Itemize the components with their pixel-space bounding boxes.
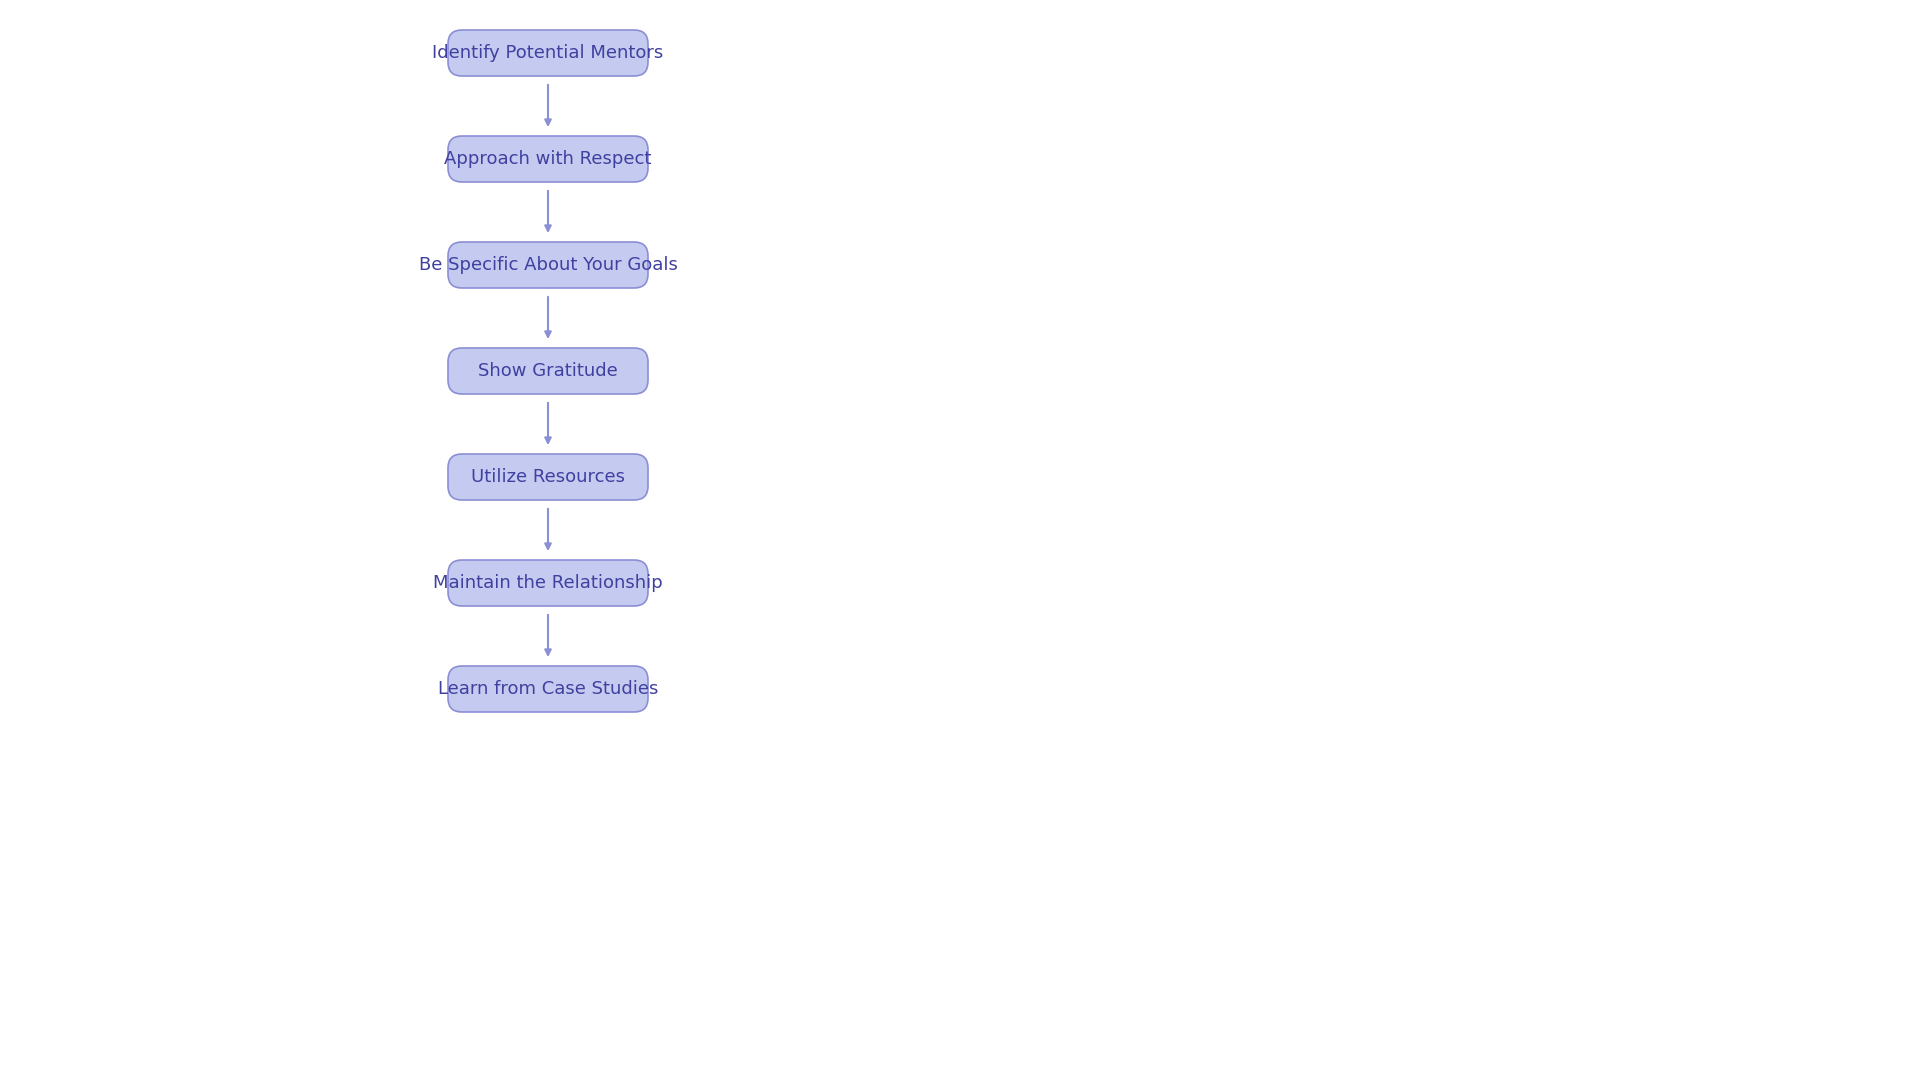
FancyBboxPatch shape — [447, 30, 649, 76]
FancyBboxPatch shape — [447, 560, 649, 606]
Text: Be Specific About Your Goals: Be Specific About Your Goals — [419, 256, 678, 274]
FancyBboxPatch shape — [447, 454, 649, 500]
Text: Maintain the Relationship: Maintain the Relationship — [434, 574, 662, 592]
FancyBboxPatch shape — [447, 242, 649, 288]
FancyBboxPatch shape — [447, 136, 649, 182]
Text: Approach with Respect: Approach with Respect — [444, 151, 651, 168]
Text: Learn from Case Studies: Learn from Case Studies — [438, 680, 659, 699]
FancyBboxPatch shape — [447, 666, 649, 712]
FancyBboxPatch shape — [447, 348, 649, 394]
Text: Utilize Resources: Utilize Resources — [470, 468, 626, 486]
Text: Show Gratitude: Show Gratitude — [478, 362, 618, 380]
Text: Identify Potential Mentors: Identify Potential Mentors — [432, 44, 664, 62]
